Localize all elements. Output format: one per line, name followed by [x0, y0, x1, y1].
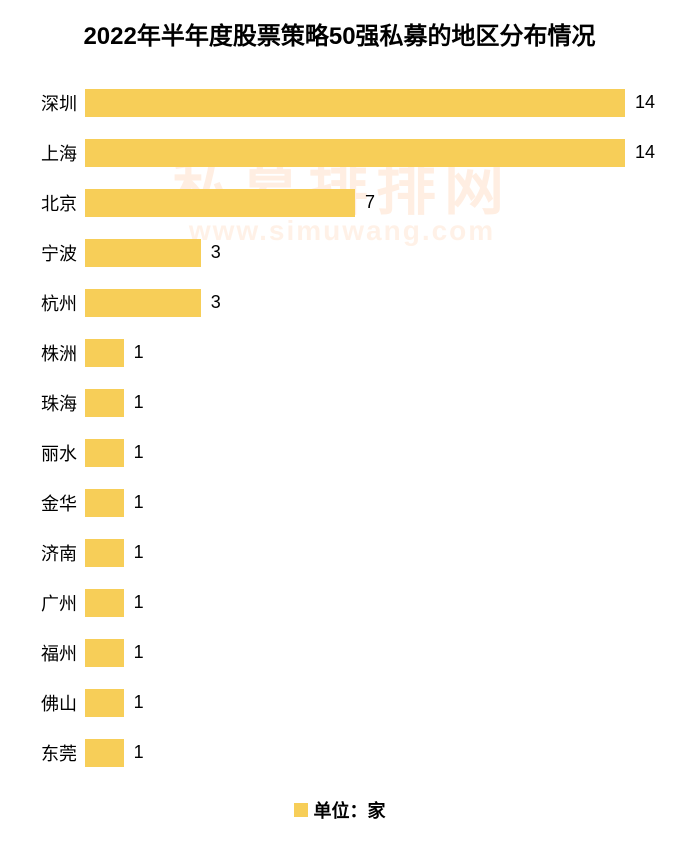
bar-label: 珠海	[25, 390, 85, 416]
bar-track: 14	[85, 79, 655, 127]
bar-value: 14	[635, 92, 655, 113]
bar-value: 1	[134, 642, 144, 663]
bar-label: 东莞	[25, 740, 85, 766]
bar-fill	[85, 189, 355, 217]
bar-track: 1	[85, 429, 654, 477]
bars-area: 深圳14上海14北京7宁波3杭州3株洲1珠海1丽水1金华1济南1广州1福州1佛山…	[25, 79, 654, 777]
bar-row: 东莞 1	[25, 729, 654, 777]
bar-fill	[85, 89, 625, 117]
bar-value: 1	[134, 692, 144, 713]
bar-row: 佛山 1	[25, 679, 654, 727]
bar-fill	[85, 239, 201, 267]
bar-label: 上海	[25, 140, 85, 166]
bar-track: 14	[85, 129, 655, 177]
bar-row: 宁波 3	[25, 229, 654, 277]
bar-row: 深圳 14	[25, 79, 654, 127]
bar-fill	[85, 739, 124, 767]
bar-row: 福州 1	[25, 629, 654, 677]
bar-track: 1	[85, 479, 654, 527]
bar-row: 金华 1	[25, 479, 654, 527]
bar-fill	[85, 589, 124, 617]
legend: 单位：家	[25, 797, 654, 823]
bar-value: 1	[134, 342, 144, 363]
bar-label: 福州	[25, 640, 85, 666]
bar-track: 3	[85, 279, 654, 327]
bar-track: 1	[85, 329, 654, 377]
bar-row: 北京 7	[25, 179, 654, 227]
bar-value: 1	[134, 392, 144, 413]
bar-value: 1	[134, 592, 144, 613]
bar-fill	[85, 139, 625, 167]
bar-label: 杭州	[25, 290, 85, 316]
bar-fill	[85, 539, 124, 567]
bar-row: 株洲 1	[25, 329, 654, 377]
bar-fill	[85, 339, 124, 367]
bar-fill	[85, 289, 201, 317]
bar-label: 株洲	[25, 340, 85, 366]
bar-value: 1	[134, 542, 144, 563]
bar-track: 7	[85, 179, 654, 227]
bar-row: 济南 1	[25, 529, 654, 577]
bar-fill	[85, 639, 124, 667]
bar-value: 7	[365, 192, 375, 213]
bar-row: 杭州 3	[25, 279, 654, 327]
bar-label: 金华	[25, 490, 85, 516]
bar-fill	[85, 389, 124, 417]
bar-value: 1	[134, 442, 144, 463]
bar-track: 1	[85, 729, 654, 777]
bar-fill	[85, 439, 124, 467]
bar-row: 珠海 1	[25, 379, 654, 427]
bar-label: 佛山	[25, 690, 85, 716]
bar-track: 1	[85, 629, 654, 677]
bar-row: 丽水 1	[25, 429, 654, 477]
legend-swatch	[294, 803, 308, 817]
bar-track: 1	[85, 579, 654, 627]
bar-value: 3	[211, 242, 221, 263]
bar-fill	[85, 689, 124, 717]
bar-value: 3	[211, 292, 221, 313]
bar-label: 济南	[25, 540, 85, 566]
bar-label: 丽水	[25, 440, 85, 466]
chart-container: 2022年半年度股票策略50强私募的地区分布情况 私募排排网 www.simuw…	[0, 0, 684, 860]
bar-value: 14	[635, 142, 655, 163]
bar-label: 宁波	[25, 240, 85, 266]
legend-label: 单位：家	[314, 797, 386, 823]
bar-label: 深圳	[25, 90, 85, 116]
bar-track: 1	[85, 379, 654, 427]
bar-row: 广州 1	[25, 579, 654, 627]
bar-label: 北京	[25, 190, 85, 216]
bar-label: 广州	[25, 590, 85, 616]
bar-value: 1	[134, 742, 144, 763]
bar-fill	[85, 489, 124, 517]
chart-title: 2022年半年度股票策略50强私募的地区分布情况	[25, 20, 654, 54]
bar-track: 1	[85, 679, 654, 727]
bar-value: 1	[134, 492, 144, 513]
bar-track: 1	[85, 529, 654, 577]
bar-row: 上海 14	[25, 129, 654, 177]
bar-track: 3	[85, 229, 654, 277]
